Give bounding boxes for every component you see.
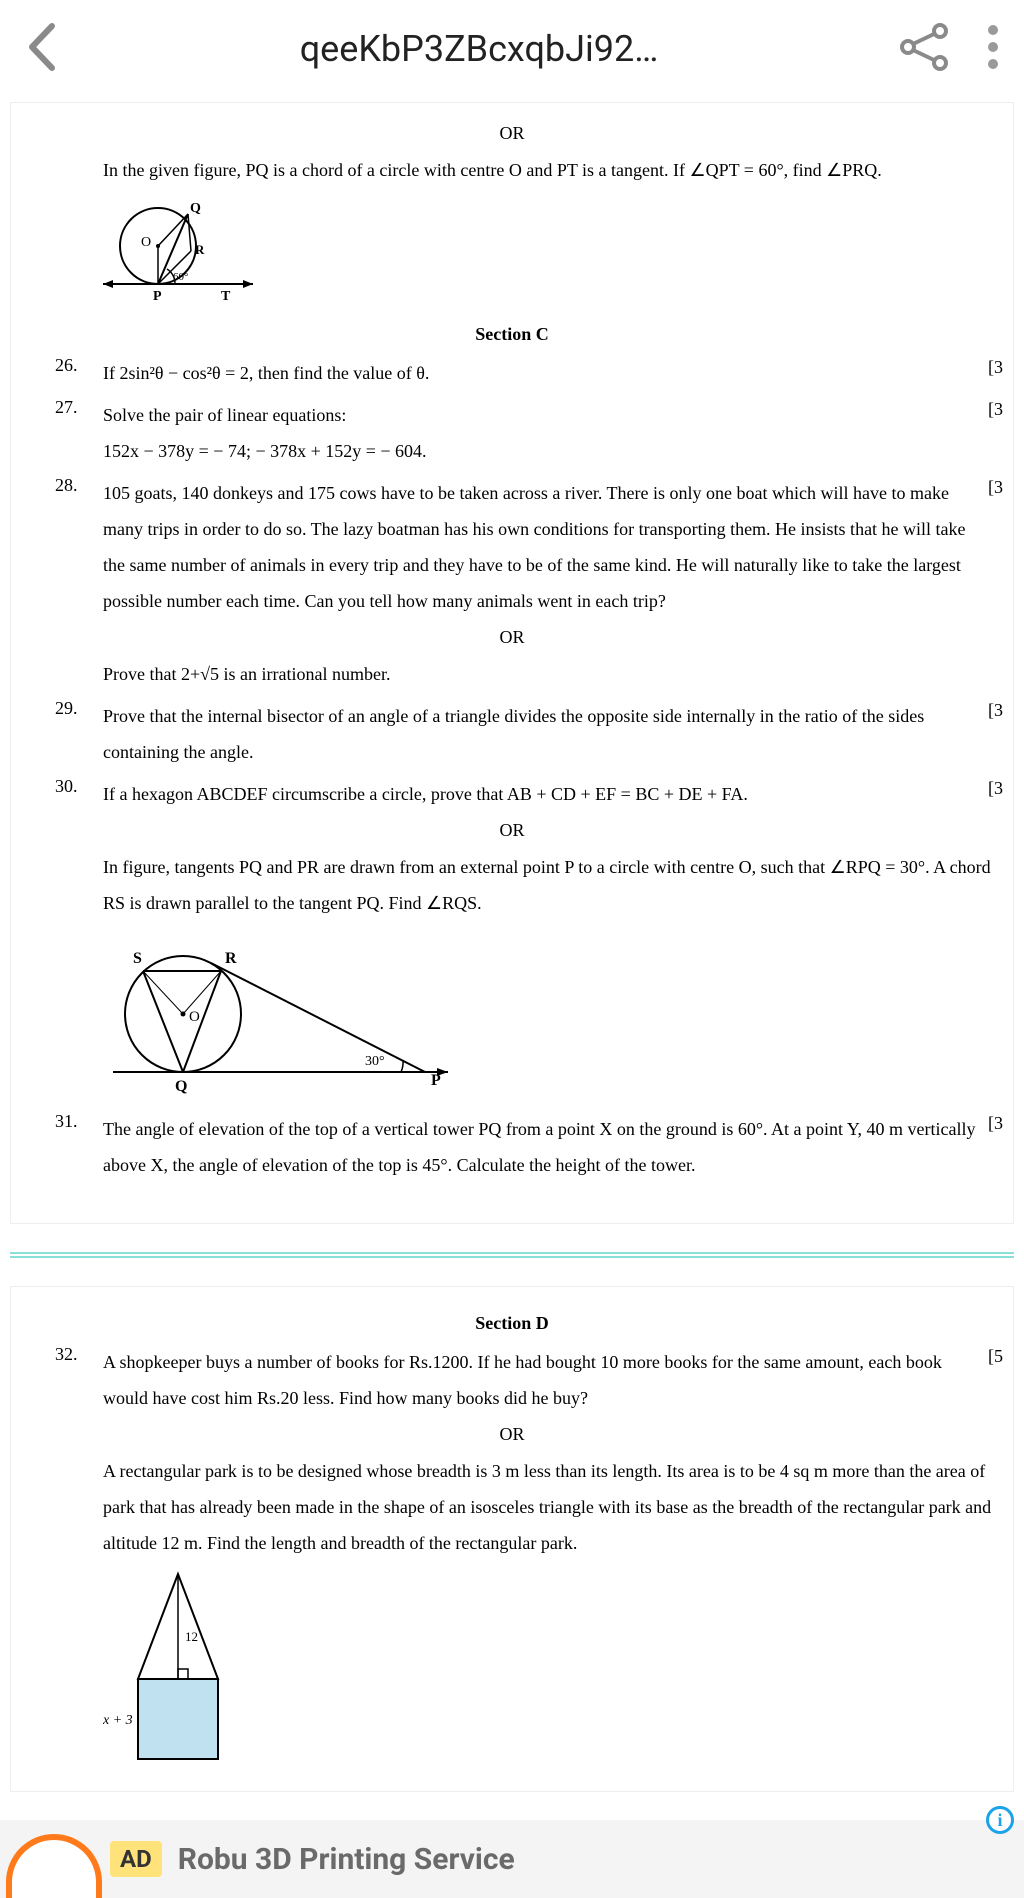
- ad-badge: AD: [110, 1841, 162, 1877]
- question-text: A shopkeeper buys a number of books for …: [103, 1344, 987, 1416]
- question-text: Prove that the internal bisector of an a…: [103, 698, 987, 770]
- svg-text:R: R: [225, 950, 237, 967]
- section-d-title: Section D: [21, 1313, 1003, 1334]
- question-marks: [3: [987, 1111, 1003, 1134]
- question-marks: [3: [987, 698, 1003, 721]
- svg-text:S: S: [133, 950, 142, 967]
- svg-text:Q: Q: [175, 1078, 187, 1095]
- or-divider: OR: [21, 1424, 1003, 1445]
- question-intro: In the given figure, PQ is a chord of a …: [103, 152, 1003, 188]
- more-menu-icon[interactable]: [986, 23, 1000, 75]
- question-28: 28. 105 goats, 140 donkeys and 175 cows …: [21, 475, 1003, 619]
- header-actions: [898, 23, 1000, 75]
- question-text: Solve the pair of linear equations: 152x…: [103, 397, 987, 469]
- question-27: 27. Solve the pair of linear equations: …: [21, 397, 1003, 469]
- share-icon[interactable]: [898, 23, 950, 75]
- or-divider: OR: [21, 820, 1003, 841]
- section-c-title: Section C: [21, 324, 1003, 345]
- question-26: 26. If 2sin²θ − cos²θ = 2, then find the…: [21, 355, 1003, 391]
- question-marks: [5: [987, 1344, 1003, 1367]
- question-30: 30. If a hexagon ABCDEF circumscribe a c…: [21, 776, 1003, 812]
- question-29: 29. Prove that the internal bisector of …: [21, 698, 1003, 770]
- question-31: 31. The angle of elevation of the top of…: [21, 1111, 1003, 1183]
- question-marks: [3: [987, 355, 1003, 378]
- question-number: 30.: [21, 776, 103, 797]
- question-marks: [3: [987, 475, 1003, 498]
- back-button[interactable]: [24, 20, 60, 78]
- question-marks: [3: [987, 397, 1003, 420]
- svg-text:O: O: [141, 235, 151, 250]
- page-title: qeeKbP3ZBcxqbJi92…: [80, 28, 878, 70]
- or-divider: OR: [21, 123, 1003, 144]
- question-text: If 2sin²θ − cos²θ = 2, then find the val…: [103, 355, 987, 391]
- question-text: The angle of elevation of the top of a v…: [103, 1111, 987, 1183]
- question-text: 105 goats, 140 donkeys and 175 cows have…: [103, 475, 987, 619]
- question-number: 31.: [21, 1111, 103, 1132]
- question-number: 26.: [21, 355, 103, 376]
- question-28-or: Prove that 2+√5 is an irrational number.: [103, 656, 1003, 692]
- question-number: 27.: [21, 397, 103, 418]
- question-text: If a hexagon ABCDEF circumscribe a circl…: [103, 776, 987, 812]
- figure-tangent-lines: S R O Q P 30°: [103, 929, 1003, 1103]
- question-32-or: A rectangular park is to be designed who…: [103, 1453, 1003, 1561]
- ad-info-icon[interactable]: i: [986, 1806, 1014, 1834]
- ad-text: Robu 3D Printing Service: [178, 1842, 515, 1877]
- svg-text:60°: 60°: [173, 271, 188, 283]
- question-32: 32. A shopkeeper buys a number of books …: [21, 1344, 1003, 1416]
- figure-circle-tangent: O Q R P T 60°: [103, 196, 1003, 310]
- question-line: 152x − 378y = − 74; − 378x + 152y = − 60…: [103, 433, 987, 469]
- svg-text:P: P: [153, 289, 162, 304]
- question-number: 29.: [21, 698, 103, 719]
- question-number: 28.: [21, 475, 103, 496]
- app-header: qeeKbP3ZBcxqbJi92…: [0, 0, 1024, 102]
- question-30-or: In figure, tangents PQ and PR are drawn …: [103, 849, 1003, 921]
- page-divider: [10, 1252, 1014, 1258]
- svg-text:O: O: [189, 1009, 200, 1025]
- document-page-2: Section D 32. A shopkeeper buys a number…: [10, 1286, 1014, 1792]
- question-marks: [3: [987, 776, 1003, 799]
- question-line: Solve the pair of linear equations:: [103, 397, 987, 433]
- or-divider: OR: [21, 627, 1003, 648]
- figure-park: 12 x + 3: [103, 1569, 1003, 1773]
- svg-text:P: P: [431, 1072, 441, 1089]
- svg-text:x + 3: x + 3: [103, 1713, 133, 1728]
- question-number: 32.: [21, 1344, 103, 1365]
- svg-text:Q: Q: [190, 201, 201, 216]
- svg-text:30°: 30°: [365, 1054, 385, 1069]
- document-page-1: OR In the given figure, PQ is a chord of…: [10, 102, 1014, 1224]
- svg-text:12: 12: [185, 1629, 198, 1644]
- ad-banner[interactable]: AD Robu 3D Printing Service i: [0, 1820, 1024, 1898]
- svg-text:R: R: [195, 242, 205, 257]
- ad-logo-icon: [6, 1834, 102, 1898]
- svg-text:T: T: [221, 289, 231, 304]
